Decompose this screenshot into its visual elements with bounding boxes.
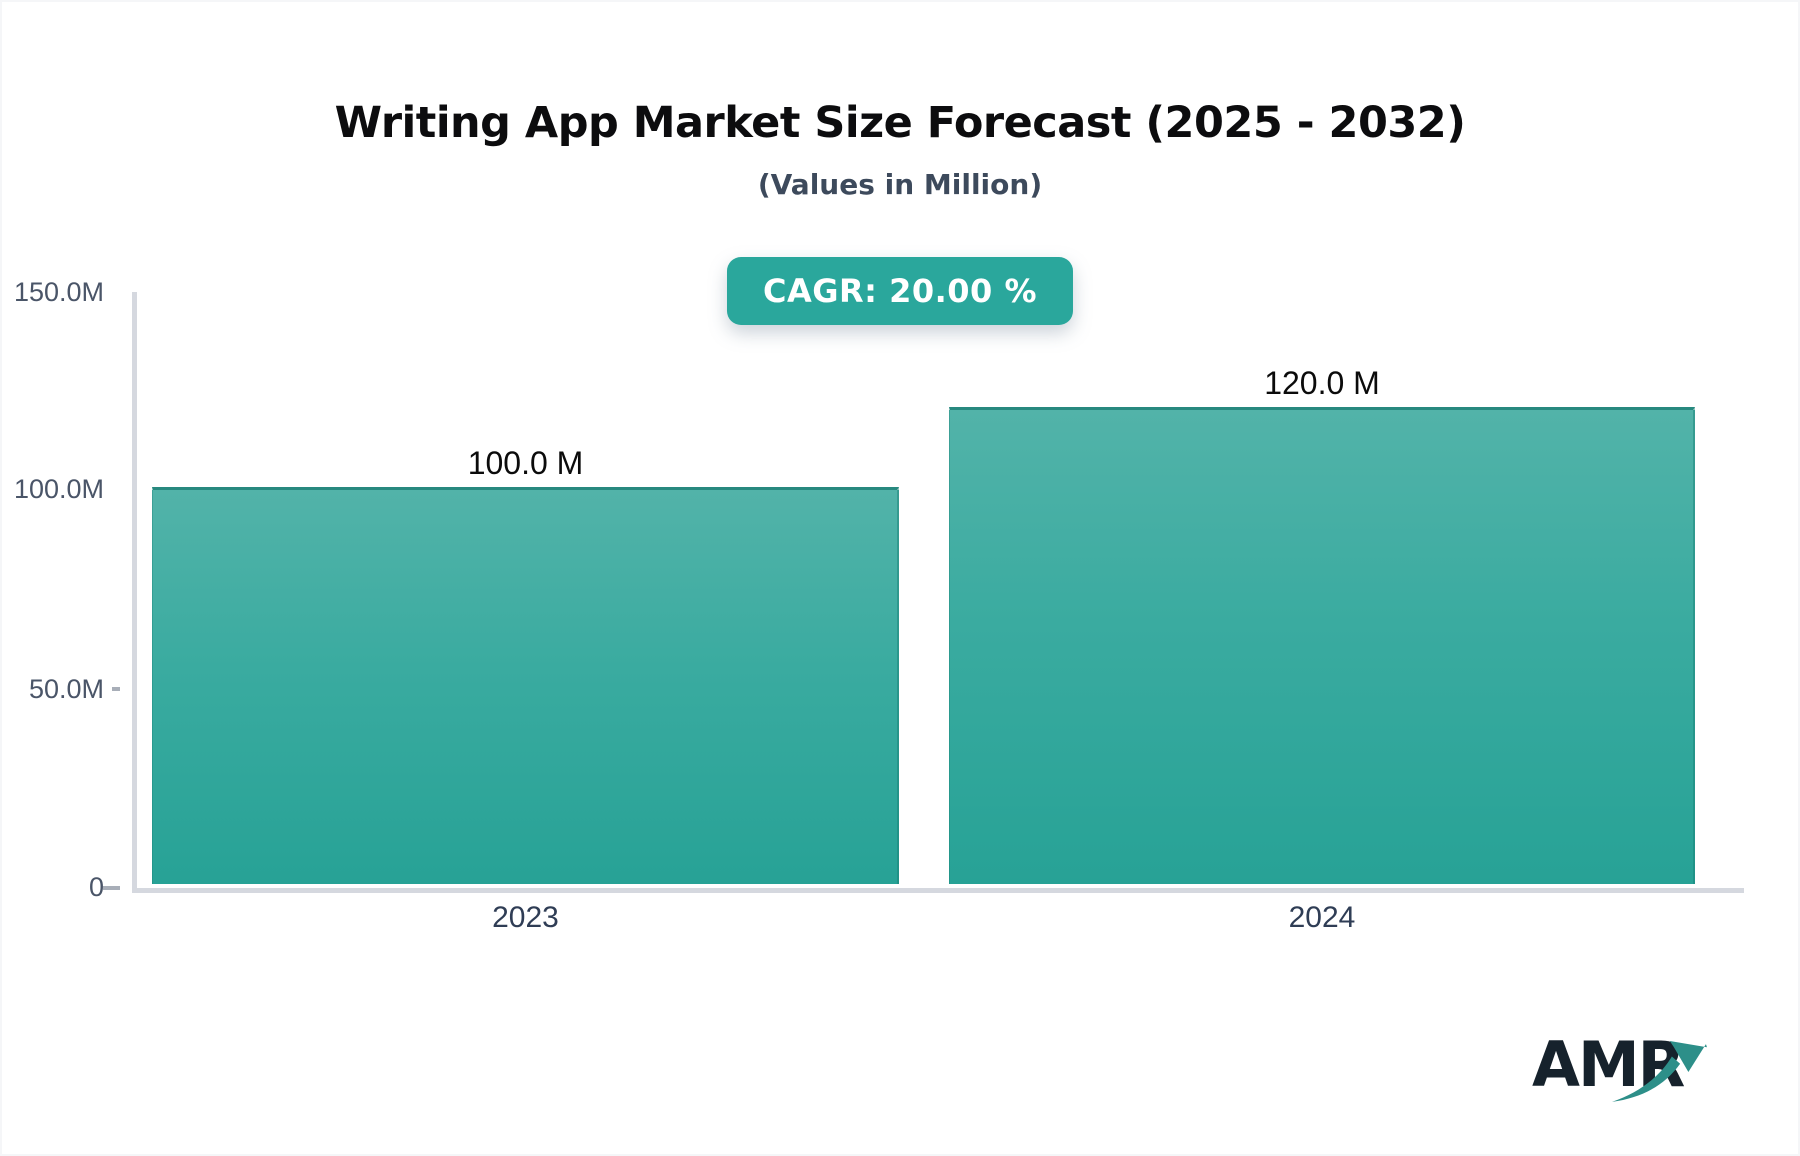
y-axis-line xyxy=(132,292,137,892)
bar-2024-fill xyxy=(949,407,1695,884)
amr-logo: AMR xyxy=(1532,1028,1722,1118)
growth-arrow-icon xyxy=(1612,1041,1707,1102)
ytick-mark-0 xyxy=(103,886,120,890)
ytick-label-0: 0 xyxy=(88,872,104,902)
x-axis-label-2023: 2023 xyxy=(492,901,559,934)
x-axis-line xyxy=(132,888,1744,893)
amr-logo-text: AMR xyxy=(1532,1028,1685,1101)
bar-2024: 120.0 M 2024 xyxy=(949,365,1695,934)
ytick-mark-50m xyxy=(112,687,120,691)
bar-2023-fill xyxy=(152,487,899,884)
ytick-label-50m: 50.0M xyxy=(28,674,104,704)
chart-title: Writing App Market Size Forecast (2025 -… xyxy=(334,98,1466,148)
ytick-label-100m: 100.0M xyxy=(13,474,104,504)
ytick-label-150m: 150.0M xyxy=(13,277,104,307)
bar-2024-value-label: 120.0 M xyxy=(1264,365,1380,401)
bar-2023-value-label: 100.0 M xyxy=(467,445,584,481)
chart-subtitle: (Values in Million) xyxy=(757,168,1043,201)
bar-2023: 100.0 M 2023 xyxy=(152,445,899,934)
x-axis-label-2024: 2024 xyxy=(1288,901,1356,934)
cagr-badge: CAGR: 20.00 % xyxy=(726,257,1074,325)
